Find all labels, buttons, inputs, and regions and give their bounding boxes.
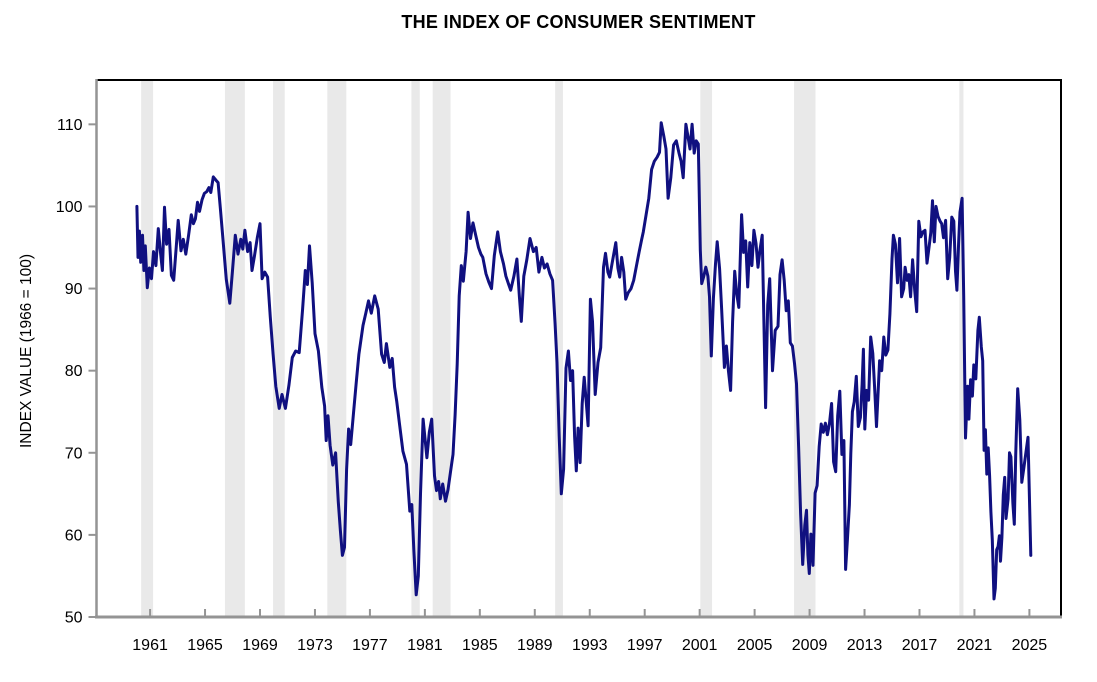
y-tick-label: 80 bbox=[65, 363, 83, 380]
x-tick-label: 2017 bbox=[902, 637, 938, 654]
x-tick-label: 2021 bbox=[957, 637, 993, 654]
x-tick-label: 2005 bbox=[737, 637, 773, 654]
y-tick-label: 60 bbox=[65, 527, 83, 544]
x-tick-label: 2025 bbox=[1012, 637, 1048, 654]
recession-band bbox=[432, 80, 451, 617]
x-tick-label: 1969 bbox=[242, 637, 278, 654]
recession-band bbox=[411, 80, 420, 617]
y-tick-label: 70 bbox=[65, 445, 83, 462]
recession-band bbox=[700, 80, 713, 617]
sentiment-line bbox=[135, 121, 1033, 601]
x-tick-label: 1965 bbox=[187, 637, 223, 654]
recession-band bbox=[273, 80, 285, 617]
x-tick-label: 1993 bbox=[572, 637, 608, 654]
x-tick-label: 1989 bbox=[517, 637, 553, 654]
recession-band bbox=[959, 80, 964, 617]
y-tick-label: 90 bbox=[65, 281, 83, 298]
x-tick-label: 2013 bbox=[847, 637, 883, 654]
x-tick-label: 1985 bbox=[462, 637, 498, 654]
y-tick-label: 50 bbox=[65, 610, 83, 627]
chart-title: THE INDEX OF CONSUMER SENTIMENT bbox=[401, 12, 756, 32]
recession-band bbox=[141, 80, 154, 617]
recession-band bbox=[224, 80, 245, 617]
x-tick-label: 2009 bbox=[792, 637, 828, 654]
x-tick-label: 1977 bbox=[352, 637, 388, 654]
y-tick-label: 110 bbox=[57, 117, 83, 134]
x-tick-label: 2001 bbox=[682, 637, 718, 654]
y-tick-label: 100 bbox=[56, 199, 83, 216]
x-tick-label: 1973 bbox=[297, 637, 333, 654]
x-tick-label: 1961 bbox=[132, 637, 168, 654]
recession-band bbox=[327, 80, 347, 617]
recession-band bbox=[555, 80, 563, 617]
x-tick-label: 1981 bbox=[407, 637, 443, 654]
x-tick-label: 1997 bbox=[627, 637, 663, 654]
